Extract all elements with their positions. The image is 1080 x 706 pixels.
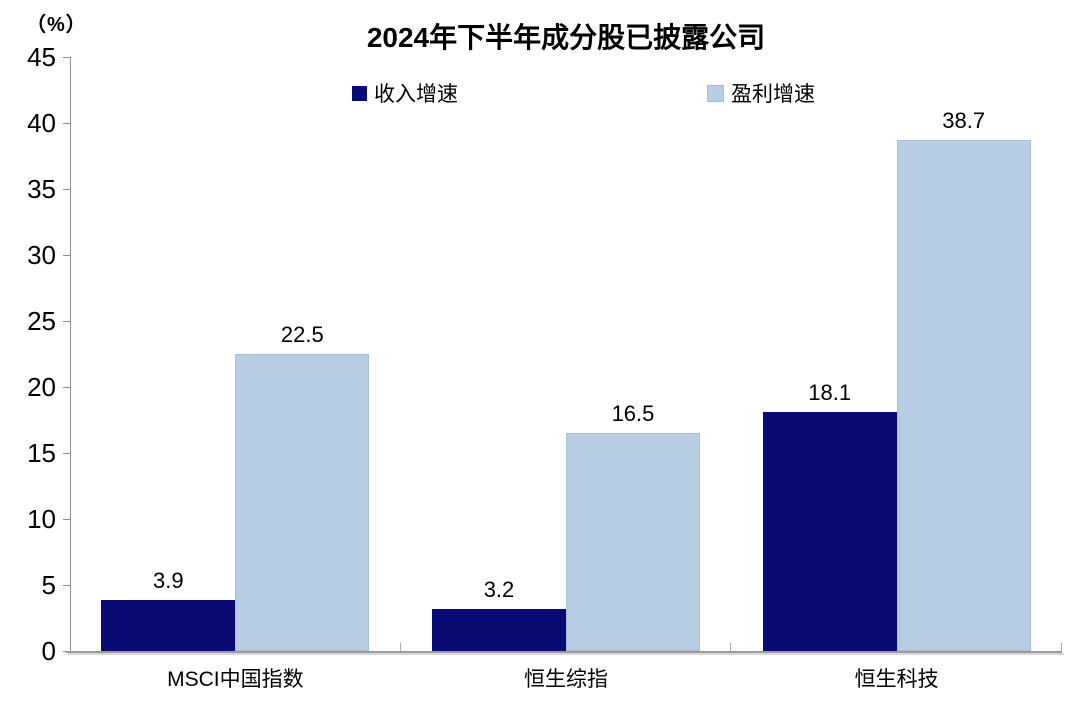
y-tick-label: 35: [27, 174, 56, 204]
bar-value-label: 3.2: [483, 576, 515, 602]
x-tick: [730, 643, 732, 651]
legend-item: 收入增速: [352, 78, 458, 108]
y-axis-line: [70, 57, 71, 651]
bar-value-label: 3.9: [153, 567, 184, 593]
bar-group: 3.2 16.5: [401, 57, 732, 651]
y-axis-unit-label: （%）: [26, 14, 87, 36]
chart-legend: 收入增速 盈利增速: [70, 78, 1062, 108]
y-tick-label: 40: [27, 108, 56, 138]
y-tick: [63, 518, 70, 520]
legend-label: 盈利增速: [731, 83, 815, 106]
bar-group: 18.1 38.7: [731, 57, 1062, 651]
y-tick-label: 0: [41, 636, 56, 666]
bar: [431, 608, 566, 651]
y-tick: [63, 320, 70, 322]
plot-area: 0 5 10 15 20 25 30 35 40 45 3.9 22.5 3.2 16.5 18.1 38.…: [27, 42, 1062, 691]
legend-swatch: [707, 84, 724, 102]
category-label: 恒生科技: [854, 668, 939, 691]
category-label: MSCI中国指数: [167, 668, 304, 691]
chart-title: 2024年下半年成分股已披露公司: [366, 22, 766, 53]
bar-value-label: 16.5: [611, 401, 655, 427]
bar: [896, 140, 1031, 651]
y-tick: [63, 254, 70, 256]
y-tick: [63, 56, 70, 58]
y-tick-label: 10: [27, 504, 56, 534]
category-label: 恒生综指: [523, 668, 608, 691]
y-tick: [63, 188, 70, 190]
bar-group: 3.9 22.5: [70, 57, 401, 651]
bar-value-label: 22.5: [280, 322, 324, 347]
x-tick: [399, 643, 401, 651]
bar: [235, 354, 370, 651]
y-tick-label: 5: [41, 570, 56, 600]
legend-item: 盈利增速: [707, 78, 815, 108]
x-axis-line: [66, 651, 1062, 653]
legend-swatch: [352, 85, 367, 101]
bar: [565, 433, 700, 651]
legend-label: 收入增速: [374, 83, 458, 106]
bar-value-label: 38.7: [942, 108, 986, 134]
y-tick: [63, 386, 70, 388]
bar-value-label: 18.1: [808, 380, 852, 406]
y-tick-label: 30: [27, 240, 56, 270]
y-tick: [63, 584, 70, 586]
y-tick: [63, 122, 70, 124]
y-tick: [63, 452, 70, 454]
y-tick-label: 20: [27, 372, 56, 402]
bar: [101, 599, 236, 651]
y-tick-label: 15: [27, 438, 56, 468]
x-tick: [1061, 643, 1062, 651]
bar: [762, 412, 897, 651]
y-tick-label: 25: [27, 306, 56, 336]
y-tick-label: 45: [27, 42, 56, 72]
bars-layer: 3.9 22.5 3.2 16.5 18.1 38.7: [70, 57, 1062, 651]
